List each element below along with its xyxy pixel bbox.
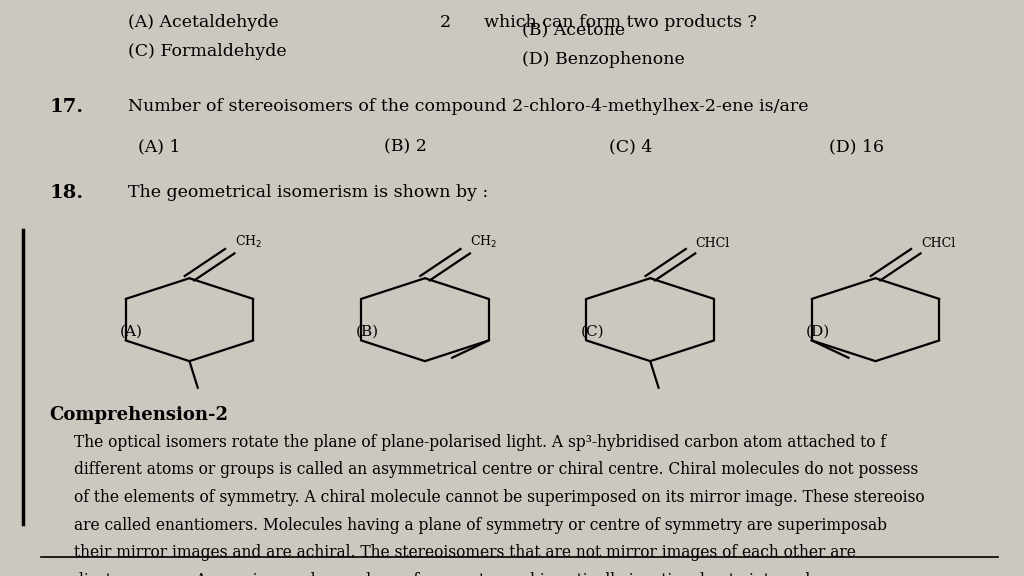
Text: their mirror images and are achiral. The stereoisomers that are not mirror image: their mirror images and are achiral. The… bbox=[74, 544, 856, 562]
Text: 2      which can form two products ?: 2 which can form two products ? bbox=[440, 14, 757, 32]
Text: 18.: 18. bbox=[49, 184, 83, 202]
Text: (B) Acetone: (B) Acetone bbox=[522, 22, 626, 39]
Text: (C) 4: (C) 4 bbox=[609, 138, 652, 156]
Text: (C) Formaldehyde: (C) Formaldehyde bbox=[128, 43, 287, 60]
Text: are called enantiomers. Molecules having a plane of symmetry or centre of symmet: are called enantiomers. Molecules having… bbox=[74, 517, 887, 534]
Text: CHCl: CHCl bbox=[921, 237, 955, 250]
Text: (B) 2: (B) 2 bbox=[384, 138, 427, 156]
Text: (A) 1: (A) 1 bbox=[138, 138, 181, 156]
Text: diastereomers. A mesoisomer has a plane of symmetry and is optically inactive du: diastereomers. A mesoisomer has a plane … bbox=[74, 572, 884, 576]
Text: CH$_2$: CH$_2$ bbox=[470, 234, 498, 250]
Text: The geometrical isomerism is shown by :: The geometrical isomerism is shown by : bbox=[128, 184, 488, 202]
Text: CH$_2$: CH$_2$ bbox=[234, 234, 262, 250]
Text: (D) 16: (D) 16 bbox=[829, 138, 885, 156]
Text: (A) Acetaldehyde: (A) Acetaldehyde bbox=[128, 14, 279, 32]
Text: different atoms or groups is called an asymmetrical centre or chiral centre. Chi: different atoms or groups is called an a… bbox=[74, 461, 918, 479]
Text: (C): (C) bbox=[581, 325, 604, 339]
Text: (D): (D) bbox=[806, 325, 830, 339]
Text: 17.: 17. bbox=[49, 98, 83, 116]
Text: Comprehension-2: Comprehension-2 bbox=[49, 406, 228, 424]
Text: of the elements of symmetry. A chiral molecule cannot be superimposed on its mir: of the elements of symmetry. A chiral mo… bbox=[74, 489, 925, 506]
Text: Number of stereoisomers of the compound 2-chloro-4-methylhex-2-ene is/are: Number of stereoisomers of the compound … bbox=[128, 98, 809, 115]
Text: CHCl: CHCl bbox=[695, 237, 730, 250]
Text: (B): (B) bbox=[355, 325, 379, 339]
Text: (A): (A) bbox=[120, 325, 142, 339]
Text: (D) Benzophenone: (D) Benzophenone bbox=[522, 51, 685, 68]
Text: The optical isomers rotate the plane of plane-polarised light. A sp³-hybridised : The optical isomers rotate the plane of … bbox=[74, 434, 886, 451]
